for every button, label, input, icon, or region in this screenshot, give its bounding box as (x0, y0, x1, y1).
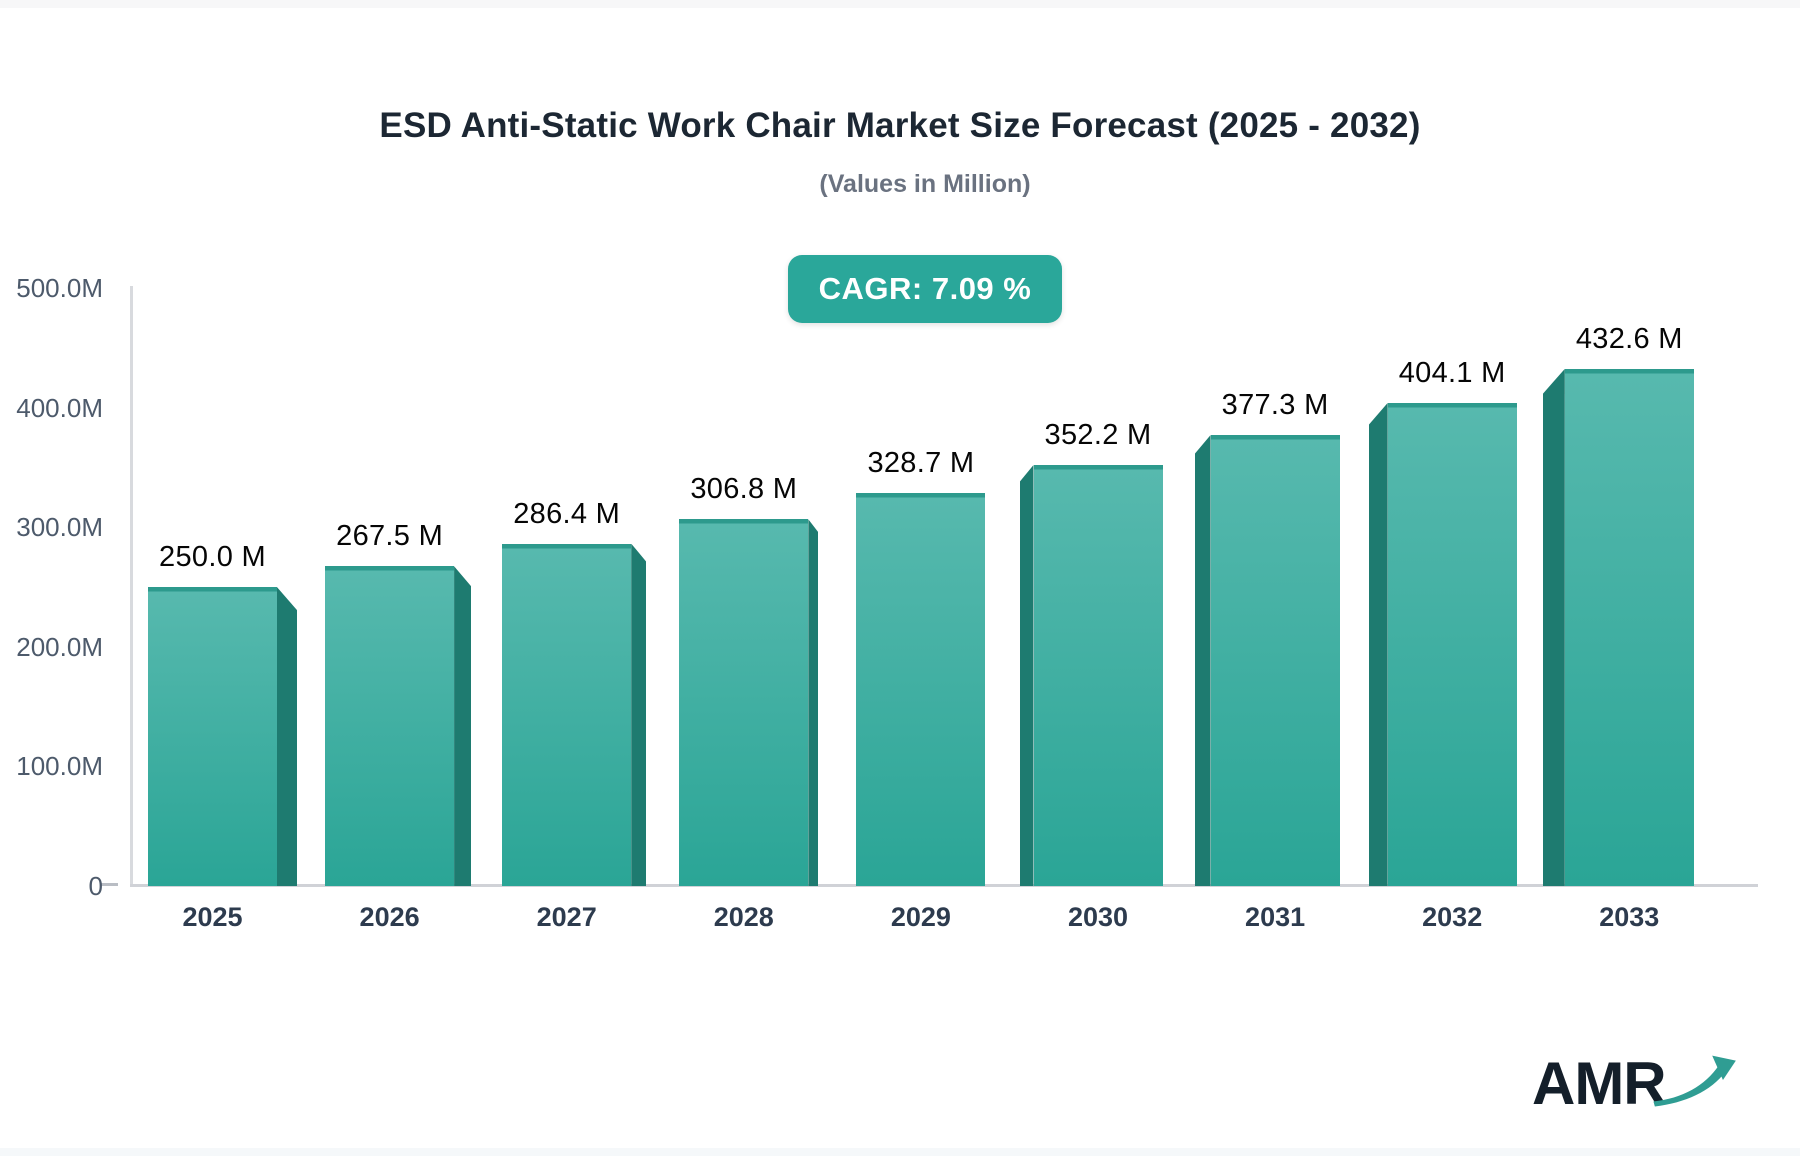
bar-side-face (277, 587, 297, 886)
bar-2033 (1542, 368, 1694, 886)
bar-side-face (808, 519, 819, 886)
bar-2028 (679, 519, 819, 886)
y-tick-label: 100.0M (16, 751, 103, 782)
x-tick-label: 2029 (890, 902, 951, 932)
bottom-border-strip (0, 1148, 1800, 1156)
x-tick-label: 2025 (182, 902, 243, 932)
bar-side-face (631, 543, 647, 886)
bar-side-face (1019, 464, 1034, 886)
bar-front-face (1387, 402, 1517, 886)
bar-side-face (1194, 434, 1211, 886)
bar-2025 (148, 587, 297, 886)
bar-2026 (325, 566, 472, 886)
bar-2031 (1194, 434, 1340, 886)
y-tick-label: 300.0M (16, 512, 103, 543)
bar-front-face (856, 493, 986, 886)
cagr-badge: CAGR: 7.09 % (788, 255, 1062, 323)
cagr-badge-label: CAGR: 7.09 % (818, 271, 1032, 306)
bar-side-face (1542, 368, 1565, 886)
bar-front-face (325, 566, 455, 886)
bar-value-label: 328.7 M (867, 447, 975, 480)
y-axis-line (130, 286, 133, 886)
x-tick-label: 2033 (1599, 902, 1660, 932)
chart-subtitle: (Values in Million) (819, 170, 1031, 198)
bar-front-face (1033, 464, 1163, 886)
x-tick-label: 2027 (536, 902, 597, 932)
x-tick-label: 2028 (713, 902, 774, 932)
amr-logo: AMR (1532, 1038, 1752, 1128)
bar-value-label: 377.3 M (1221, 388, 1329, 421)
bar-value-label: 352.2 M (1044, 418, 1152, 451)
x-tick-label: 2030 (1067, 902, 1129, 932)
chart-title: ESD Anti-Static Work Chair Market Size F… (379, 106, 1421, 145)
bar-value-label: 432.6 M (1575, 322, 1683, 355)
bar-front-face (1564, 368, 1694, 886)
y-tick-label: 500.0M (16, 273, 103, 304)
y-tick-label: 200.0M (16, 631, 103, 662)
bar-front-face (679, 519, 809, 886)
x-tick-label: 2031 (1245, 902, 1306, 932)
x-tick-label: 2026 (359, 902, 420, 932)
bar-side-face (1368, 402, 1388, 886)
y-tick-label: 400.0M (16, 392, 103, 423)
bar-side-face (454, 566, 472, 886)
bar-value-label: 306.8 M (690, 473, 798, 506)
y-tick-label: 0 (88, 871, 103, 901)
bar-value-label: 286.4 M (513, 497, 621, 530)
growth-arrow-icon (1653, 1055, 1736, 1107)
bar-2032 (1368, 402, 1517, 886)
bar-value-label: 250.0 M (159, 541, 266, 574)
bar-front-face (1210, 434, 1340, 886)
x-tick-label: 2032 (1422, 902, 1483, 932)
bar-2029 (856, 493, 986, 886)
bar-front-face (502, 543, 632, 886)
zero-tick-mark (101, 883, 118, 886)
bar-value-label: 267.5 M (336, 520, 444, 553)
amr-logo-text: AMR (1532, 1049, 1667, 1117)
bar-2030 (1019, 464, 1163, 886)
bar-2027 (502, 543, 647, 886)
bar-front-face (148, 587, 277, 886)
top-border-strip (0, 0, 1800, 8)
bar-value-label: 404.1 M (1398, 356, 1506, 389)
